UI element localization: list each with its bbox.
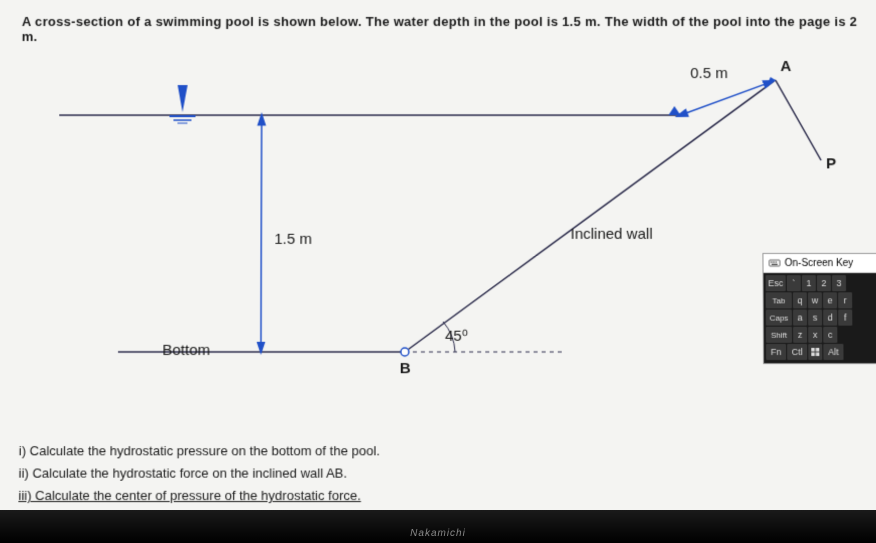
osk-body: Esc ` 1 2 3 Tab q w e r Caps a s d f S — [764, 273, 876, 363]
osk-key[interactable]: s — [808, 309, 822, 325]
osk-key[interactable]: x — [808, 327, 822, 343]
osk-key-tab[interactable]: Tab — [766, 292, 792, 308]
osk-key[interactable]: r — [838, 292, 852, 308]
top-segment-label: 0.5 m — [690, 65, 728, 82]
osk-key[interactable]: 2 — [817, 275, 831, 291]
osk-key-shift[interactable]: Shift — [766, 327, 792, 343]
depth-label: 1.5 m — [274, 231, 312, 248]
osk-key[interactable]: 3 — [832, 275, 846, 291]
question-1: i) Calculate the hydrostatic pressure on… — [19, 441, 380, 462]
on-screen-keyboard[interactable]: On-Screen Key Esc ` 1 2 3 Tab q w e r Ca… — [762, 253, 876, 364]
osk-key-caps[interactable]: Caps — [766, 309, 792, 325]
question-3: iii) Calculate the center of pressure of… — [18, 486, 361, 507]
osk-key[interactable]: c — [823, 327, 837, 343]
bottom-label: Bottom — [162, 342, 210, 359]
diagram-svg — [0, 50, 876, 443]
question-2: ii) Calculate the hydrostatic force on t… — [18, 463, 347, 484]
top-segment-dimension — [680, 82, 770, 115]
pool-diagram: 1.5 m 0.5 m Bottom Inclined wall 45⁰ A B… — [0, 50, 876, 443]
water-incline-marker — [668, 106, 680, 115]
depth-dimension — [261, 118, 262, 349]
osk-titlebar[interactable]: On-Screen Key — [763, 254, 876, 273]
point-b-marker — [401, 348, 409, 356]
osk-key[interactable]: f — [838, 309, 852, 325]
monitor-brand: Nakamichi — [410, 528, 466, 539]
point-p-label: P — [826, 155, 836, 172]
water-inlet-marker — [177, 85, 187, 112]
problem-statement: A cross-section of a swimming pool is sh… — [22, 14, 876, 44]
angle-label: 45⁰ — [445, 327, 468, 345]
osk-key-ctl[interactable]: Ctl — [787, 344, 807, 360]
osk-key[interactable]: ` — [787, 275, 801, 291]
inclined-wall-line — [405, 80, 777, 352]
point-b-label: B — [400, 360, 411, 377]
osk-key-win[interactable] — [808, 344, 822, 360]
osk-key[interactable]: z — [793, 327, 807, 343]
osk-key[interactable]: 1 — [802, 275, 816, 291]
osk-key-alt[interactable]: Alt — [823, 344, 843, 360]
point-a-label: A — [780, 58, 791, 75]
osk-key[interactable]: q — [793, 292, 807, 308]
inclined-label: Inclined wall — [571, 226, 653, 243]
osk-key[interactable]: Esc — [766, 275, 786, 291]
ap-line — [775, 80, 821, 160]
osk-key-fn[interactable]: Fn — [766, 344, 786, 360]
osk-title-text: On-Screen Key — [785, 257, 854, 268]
osk-key[interactable]: w — [808, 292, 822, 308]
osk-key[interactable]: a — [793, 309, 807, 325]
osk-key[interactable]: d — [823, 309, 837, 325]
keyboard-icon — [768, 257, 780, 269]
osk-key[interactable]: e — [823, 292, 837, 308]
